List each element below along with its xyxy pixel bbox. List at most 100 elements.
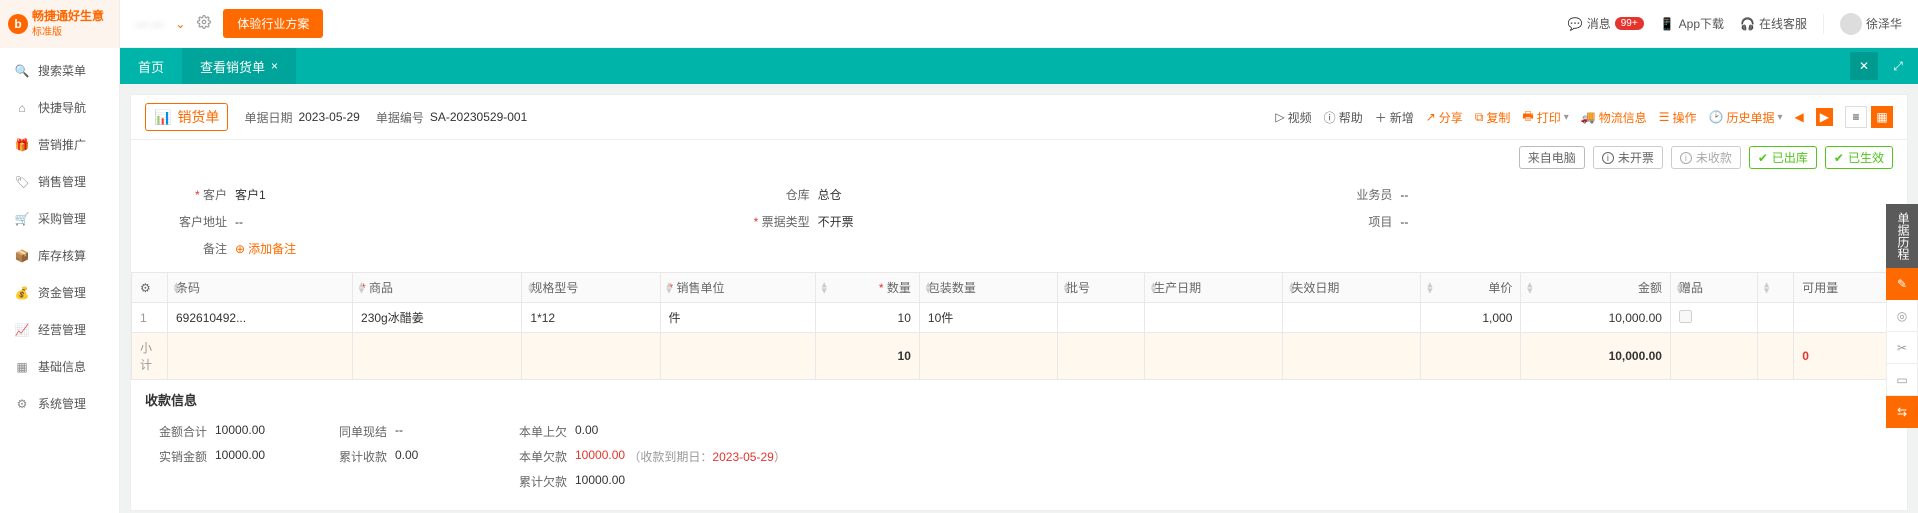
close-all-button[interactable]: ✕ (1850, 52, 1878, 80)
prev-button[interactable]: ◀ (1795, 110, 1804, 124)
history-button[interactable]: 🕑历史单据▾ (1709, 109, 1783, 126)
share-button[interactable]: ↗分享 (1426, 109, 1463, 126)
sidebar-item[interactable]: 📈 经营管理 (0, 311, 119, 348)
col-blank[interactable]: ▲▼ (1758, 273, 1794, 303)
view-grid-button[interactable]: ▦ (1871, 106, 1893, 128)
sidebar-item[interactable]: 📦库存核算 (0, 237, 119, 274)
tag-icon: 🏷 (14, 174, 30, 190)
source-pill: 来自电脑 (1519, 146, 1585, 169)
headset-icon: 🎧 (1740, 17, 1755, 31)
content-area: 📊 销货单 单据日期 2023-05-29 单据编号 SA-20230529-0… (120, 84, 1918, 513)
float-btn-5[interactable]: ⇆ (1886, 396, 1918, 428)
next-button[interactable]: ▶ (1816, 108, 1833, 126)
items-table: ⚙ ▲▼条码 ▲▼商品 ▲▼规格型号 ▲▼销售单位 ▲▼数量 ▲▼包装数量 ▲▼… (131, 272, 1907, 380)
customer-label: 客户 (145, 186, 235, 203)
print-button[interactable]: 🖶打印▾ (1522, 107, 1568, 128)
subtotal-label: 小计 (132, 333, 168, 380)
prevowe-value: 0.00 (575, 423, 598, 440)
out-stock-label: 已出库 (1772, 149, 1808, 166)
total-label: 金额合计 (145, 423, 215, 440)
table-row[interactable]: 1 692610492... 230g冰醋姜 1*12 件 10 10件 1,0… (132, 303, 1907, 333)
video-label: 视频 (1288, 109, 1312, 126)
sidebar-item[interactable]: ⌂快捷导航 (0, 89, 119, 126)
gear-icon: ⚙ (14, 396, 30, 412)
sidebar-item-label: 经营管理 (38, 321, 86, 338)
sidebar-item-label: 搜索菜单 (38, 62, 86, 79)
tab-active[interactable]: 查看销货单 × (182, 48, 296, 84)
add-remark-button[interactable]: ⊕添加备注 (235, 240, 296, 257)
effective-label: 已生效 (1848, 149, 1884, 166)
logistics-label: 物流信息 (1599, 109, 1647, 126)
form-area: 客户客户1 仓库总仓 业务员-- 客户地址-- 票据类型不开票 项目-- 备注 … (131, 175, 1907, 272)
chevron-down-icon: ▾ (1778, 112, 1783, 123)
sidebar-item[interactable]: 🔍搜索菜单 (0, 52, 119, 89)
org-selector[interactable]: — — (136, 17, 163, 31)
app-download-link[interactable]: 📱 App下载 (1660, 15, 1724, 32)
total-value: 10000.00 (215, 423, 265, 440)
settings-column[interactable]: ⚙ (132, 273, 168, 303)
logistics-button[interactable]: 🚚物流信息 (1581, 109, 1647, 126)
message-icon: 💬 (1568, 17, 1583, 31)
sidebar-item-label: 资金管理 (38, 284, 86, 301)
col-amount[interactable]: ▲▼金额 (1521, 273, 1671, 303)
col-product[interactable]: ▲▼商品 (353, 273, 522, 303)
col-qty[interactable]: ▲▼数量 (815, 273, 919, 303)
sidebar-item[interactable]: 🎁营销推广 (0, 126, 119, 163)
sidebar-item-label: 快捷导航 (38, 99, 86, 116)
video-link[interactable]: ▷视频 (1275, 109, 1311, 126)
col-spec[interactable]: ▲▼规格型号 (522, 273, 660, 303)
list-icon: ▦ (14, 359, 30, 375)
logo-sub: 标准版 (32, 23, 104, 38)
float-btn-1[interactable]: ✎ (1886, 268, 1918, 300)
warehouse-label: 仓库 (728, 186, 818, 203)
cumowe-label: 累计欠款 (505, 473, 575, 490)
sidebar: b 畅捷通好生意 标准版 🔍搜索菜单⌂快捷导航🎁营销推广🏷销售管理🛒采购管理📦库… (0, 0, 120, 513)
experience-button[interactable]: 体验行业方案 (223, 9, 323, 38)
logo-icon: b (8, 14, 28, 34)
chevron-down-icon[interactable]: ⌄ (175, 17, 185, 31)
cumowe-value: 10000.00 (575, 473, 625, 490)
col-expdate[interactable]: ▲▼失效日期 (1283, 273, 1421, 303)
receipt-type-value: 不开票 (818, 213, 854, 230)
sidebar-item[interactable]: ⚙系统管理 (0, 385, 119, 422)
copy-button[interactable]: ⧉复制 (1475, 109, 1511, 126)
close-icon[interactable]: × (271, 59, 278, 73)
copy-icon: ⧉ (1475, 110, 1484, 125)
document-title: 📊 销货单 (145, 103, 228, 131)
float-btn-3[interactable]: ✂ (1886, 332, 1918, 364)
row-index: 1 (132, 303, 168, 333)
sidebar-item[interactable]: 🏷销售管理 (0, 163, 119, 200)
col-proddate[interactable]: ▲▼生产日期 (1145, 273, 1283, 303)
user-menu[interactable]: 徐泽华 (1840, 13, 1902, 35)
col-barcode[interactable]: ▲▼条码 (168, 273, 353, 303)
col-unit[interactable]: ▲▼销售单位 (660, 273, 815, 303)
sidebar-item[interactable]: ▦基础信息 (0, 348, 119, 385)
col-gift[interactable]: ▲▼赠品 (1670, 273, 1757, 303)
col-packqty[interactable]: ▲▼包装数量 (919, 273, 1057, 303)
float-btn-4[interactable]: ▭ (1886, 364, 1918, 396)
prevowe-label: 本单上欠 (505, 423, 575, 440)
chart-icon: 📈 (14, 322, 30, 338)
view-list-button[interactable]: ≡ (1845, 106, 1867, 128)
online-service-link[interactable]: 🎧 在线客服 (1740, 15, 1807, 32)
receipt-type-label: 票据类型 (728, 213, 818, 230)
thisowe-label: 本单欠款 (505, 448, 575, 465)
new-button[interactable]: ＋新增 (1375, 109, 1414, 126)
document-no: 单据编号 SA-20230529-001 (376, 109, 527, 126)
cell-gift (1670, 303, 1757, 333)
org-name: — — (136, 17, 163, 31)
cell-proddate (1145, 303, 1283, 333)
sidebar-item[interactable]: 💰资金管理 (0, 274, 119, 311)
expand-button[interactable]: ⤢ (1884, 52, 1912, 80)
settings-icon[interactable] (197, 15, 211, 32)
sidebar-item[interactable]: 🛒采购管理 (0, 200, 119, 237)
tab-home[interactable]: 首页 (120, 48, 182, 84)
operate-label: 操作 (1673, 109, 1697, 126)
operate-button[interactable]: ☰操作 (1659, 109, 1697, 126)
messages-link[interactable]: 💬 消息 99+ (1568, 15, 1644, 32)
col-price[interactable]: ▲▼单价 (1421, 273, 1521, 303)
document-history-tab[interactable]: 单据历程 (1886, 204, 1918, 268)
help-link[interactable]: ⓘ帮助 (1324, 109, 1363, 126)
col-batch[interactable]: ▲▼批号 (1058, 273, 1145, 303)
float-btn-2[interactable]: ◎ (1886, 300, 1918, 332)
